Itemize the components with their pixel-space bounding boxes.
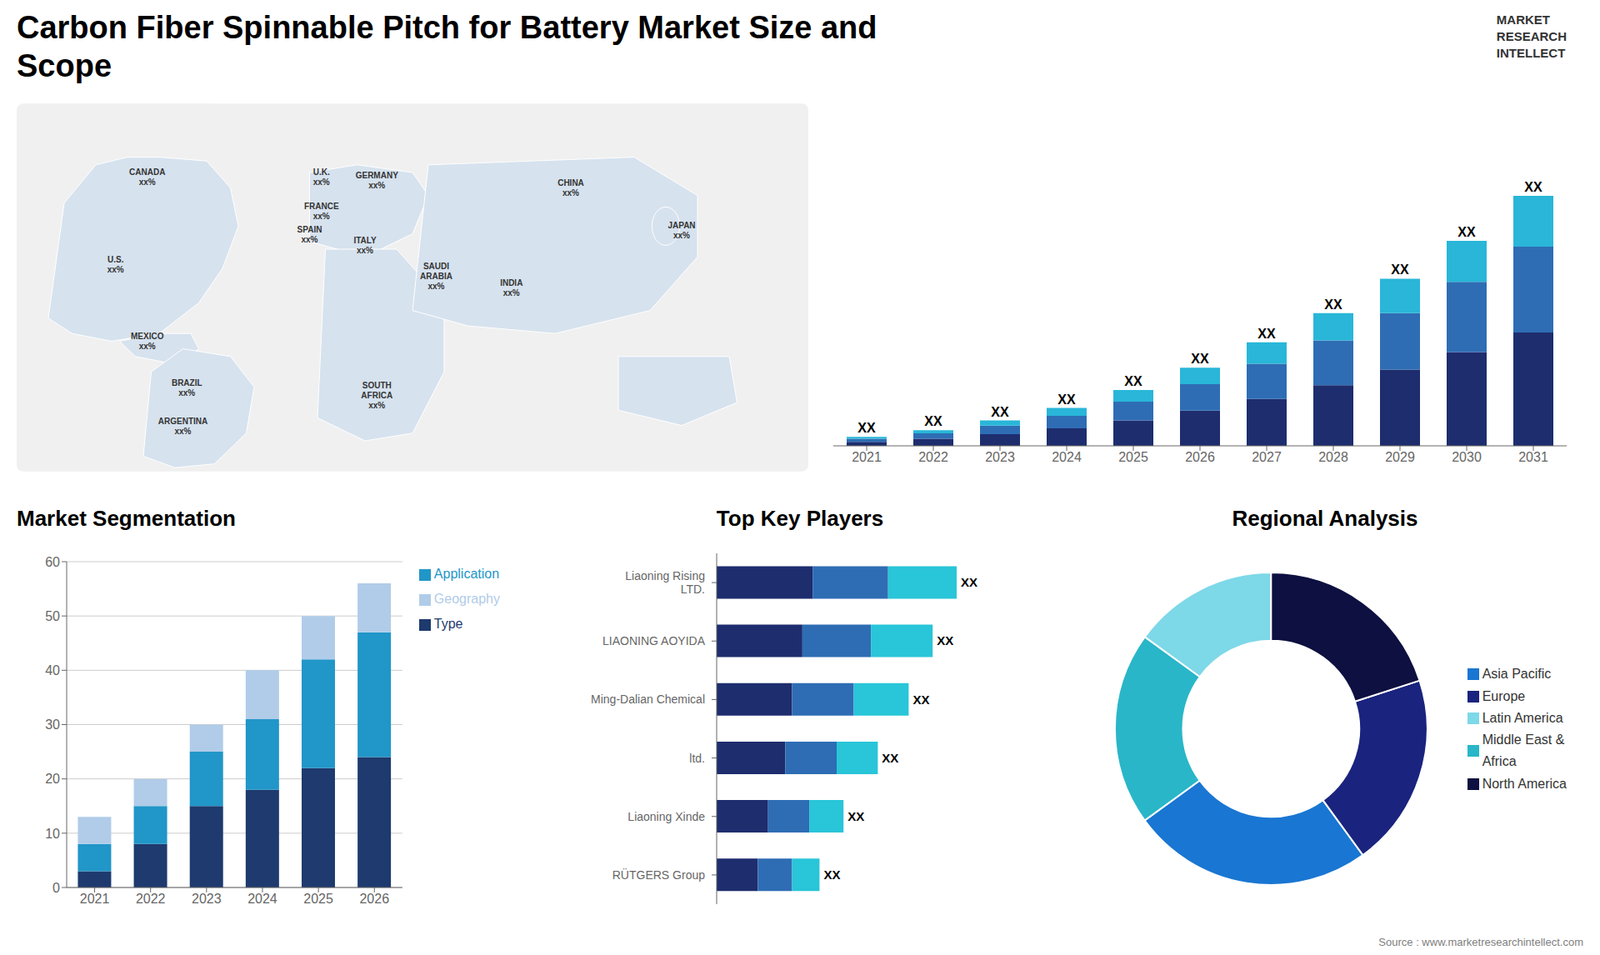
svg-text:XX: XX bbox=[990, 405, 1010, 420]
svg-text:INDIAxx%: INDIAxx% bbox=[500, 278, 523, 298]
html-text:Regional Analysis: Regional Analysis bbox=[1232, 505, 1418, 531]
svg-text:GERMANYxx%: GERMANYxx% bbox=[355, 170, 399, 190]
svg-text:ltd.: ltd. bbox=[689, 751, 705, 765]
html-text:Top Key Players: Top Key Players bbox=[716, 505, 884, 531]
svg-text:10: 10 bbox=[45, 826, 60, 841]
svg-text:20: 20 bbox=[45, 771, 60, 786]
html-text:Latin America: Latin America bbox=[1482, 711, 1563, 726]
svg-text:XX: XX bbox=[936, 633, 954, 648]
svg-text:2021: 2021 bbox=[80, 891, 110, 906]
html-text:Source : www.marketresearchint: Source : www.marketresearchintellect.com bbox=[1378, 935, 1584, 949]
svg-text:CANADAxx%: CANADAxx% bbox=[129, 167, 165, 187]
svg-text:40: 40 bbox=[45, 663, 60, 678]
html-text:MARKET RESEARCH INTELLECT: MARKET RESEARCH INTELLECT bbox=[1496, 12, 1567, 60]
svg-text:BRAZILxx%: BRAZILxx% bbox=[171, 378, 203, 398]
html-text:Carbon Fiber Spinnable Pitch f: Carbon Fiber Spinnable Pitch for Battery… bbox=[16, 10, 878, 45]
svg-text:Ming-Dalian Chemical: Ming-Dalian Chemical bbox=[590, 692, 705, 706]
svg-text:XX: XX bbox=[924, 414, 943, 429]
svg-text:XX: XX bbox=[960, 575, 978, 590]
svg-text:Liaoning Xinde: Liaoning Xinde bbox=[627, 810, 705, 824]
svg-text:0: 0 bbox=[52, 880, 60, 895]
svg-text:SPAINxx%: SPAINxx% bbox=[297, 225, 323, 245]
svg-text:XX: XX bbox=[1124, 374, 1143, 389]
svg-text:SAUDIARABIAxx%: SAUDIARABIAxx% bbox=[420, 261, 453, 291]
svg-text:XX: XX bbox=[1190, 351, 1210, 366]
svg-text:2023: 2023 bbox=[191, 891, 222, 906]
svg-text:2023: 2023 bbox=[985, 450, 1015, 465]
svg-text:U.S.xx%: U.S.xx% bbox=[107, 255, 125, 275]
html-text:Asia Pacific: Asia Pacific bbox=[1482, 666, 1552, 681]
html-text:Market Segmentation: Market Segmentation bbox=[16, 505, 236, 531]
svg-text:2022: 2022 bbox=[918, 450, 949, 465]
svg-text:XX: XX bbox=[1324, 297, 1343, 312]
svg-text:CHINAxx%: CHINAxx% bbox=[557, 178, 585, 198]
svg-text:2022: 2022 bbox=[135, 891, 166, 906]
html-text:North America: North America bbox=[1482, 776, 1567, 791]
svg-text:2028: 2028 bbox=[1318, 450, 1349, 465]
svg-text:MEXICOxx%: MEXICOxx% bbox=[130, 331, 165, 351]
svg-text:60: 60 bbox=[45, 555, 60, 570]
svg-text:XX: XX bbox=[881, 750, 899, 765]
svg-text:2024: 2024 bbox=[1051, 450, 1082, 465]
svg-text:2029: 2029 bbox=[1385, 450, 1415, 465]
html-text:Type: Type bbox=[434, 616, 463, 631]
svg-text:2030: 2030 bbox=[1451, 450, 1482, 465]
svg-text:LIAONING AOYIDA: LIAONING AOYIDA bbox=[602, 634, 706, 648]
html-text:Application: Application bbox=[434, 566, 500, 581]
svg-text:XX: XX bbox=[857, 420, 876, 435]
svg-text:2026: 2026 bbox=[359, 891, 390, 906]
svg-text:ITALYxx%: ITALYxx% bbox=[353, 235, 377, 255]
svg-text:XX: XX bbox=[1057, 392, 1076, 407]
svg-text:XX: XX bbox=[912, 692, 930, 707]
html-text:Europe: Europe bbox=[1482, 688, 1526, 703]
html-text:Scope: Scope bbox=[16, 48, 112, 84]
svg-text:Liaoning RisingLTD.: Liaoning RisingLTD. bbox=[625, 569, 705, 596]
svg-text:JAPANxx%: JAPANxx% bbox=[667, 220, 695, 240]
svg-text:2031: 2031 bbox=[1518, 450, 1549, 465]
svg-text:2026: 2026 bbox=[1185, 450, 1215, 465]
svg-text:30: 30 bbox=[45, 717, 60, 732]
svg-text:50: 50 bbox=[45, 609, 60, 624]
svg-text:XX: XX bbox=[1457, 225, 1476, 240]
svg-text:XX: XX bbox=[1524, 180, 1543, 195]
svg-text:SOUTHAFRICAxx%: SOUTHAFRICAxx% bbox=[360, 380, 393, 410]
svg-text:XX: XX bbox=[1257, 326, 1276, 341]
svg-text:XX: XX bbox=[823, 867, 840, 882]
html-text:Middle East & Africa: Middle East & Africa bbox=[1482, 732, 1565, 769]
svg-text:XX: XX bbox=[1390, 262, 1410, 277]
svg-text:2024: 2024 bbox=[247, 891, 278, 906]
svg-text:2025: 2025 bbox=[303, 891, 334, 906]
svg-text:2027: 2027 bbox=[1251, 450, 1282, 465]
svg-text:2025: 2025 bbox=[1118, 450, 1149, 465]
svg-text:FRANCExx%: FRANCExx% bbox=[304, 201, 340, 221]
svg-text:2021: 2021 bbox=[851, 450, 882, 465]
html-text:Geography: Geography bbox=[434, 591, 500, 606]
svg-text:U.K.xx%: U.K.xx% bbox=[313, 167, 330, 187]
svg-text:ARGENTINAxx%: ARGENTINAxx% bbox=[158, 416, 208, 436]
svg-text:XX: XX bbox=[847, 809, 865, 824]
svg-text:RÜTGERS Group: RÜTGERS Group bbox=[612, 867, 705, 882]
